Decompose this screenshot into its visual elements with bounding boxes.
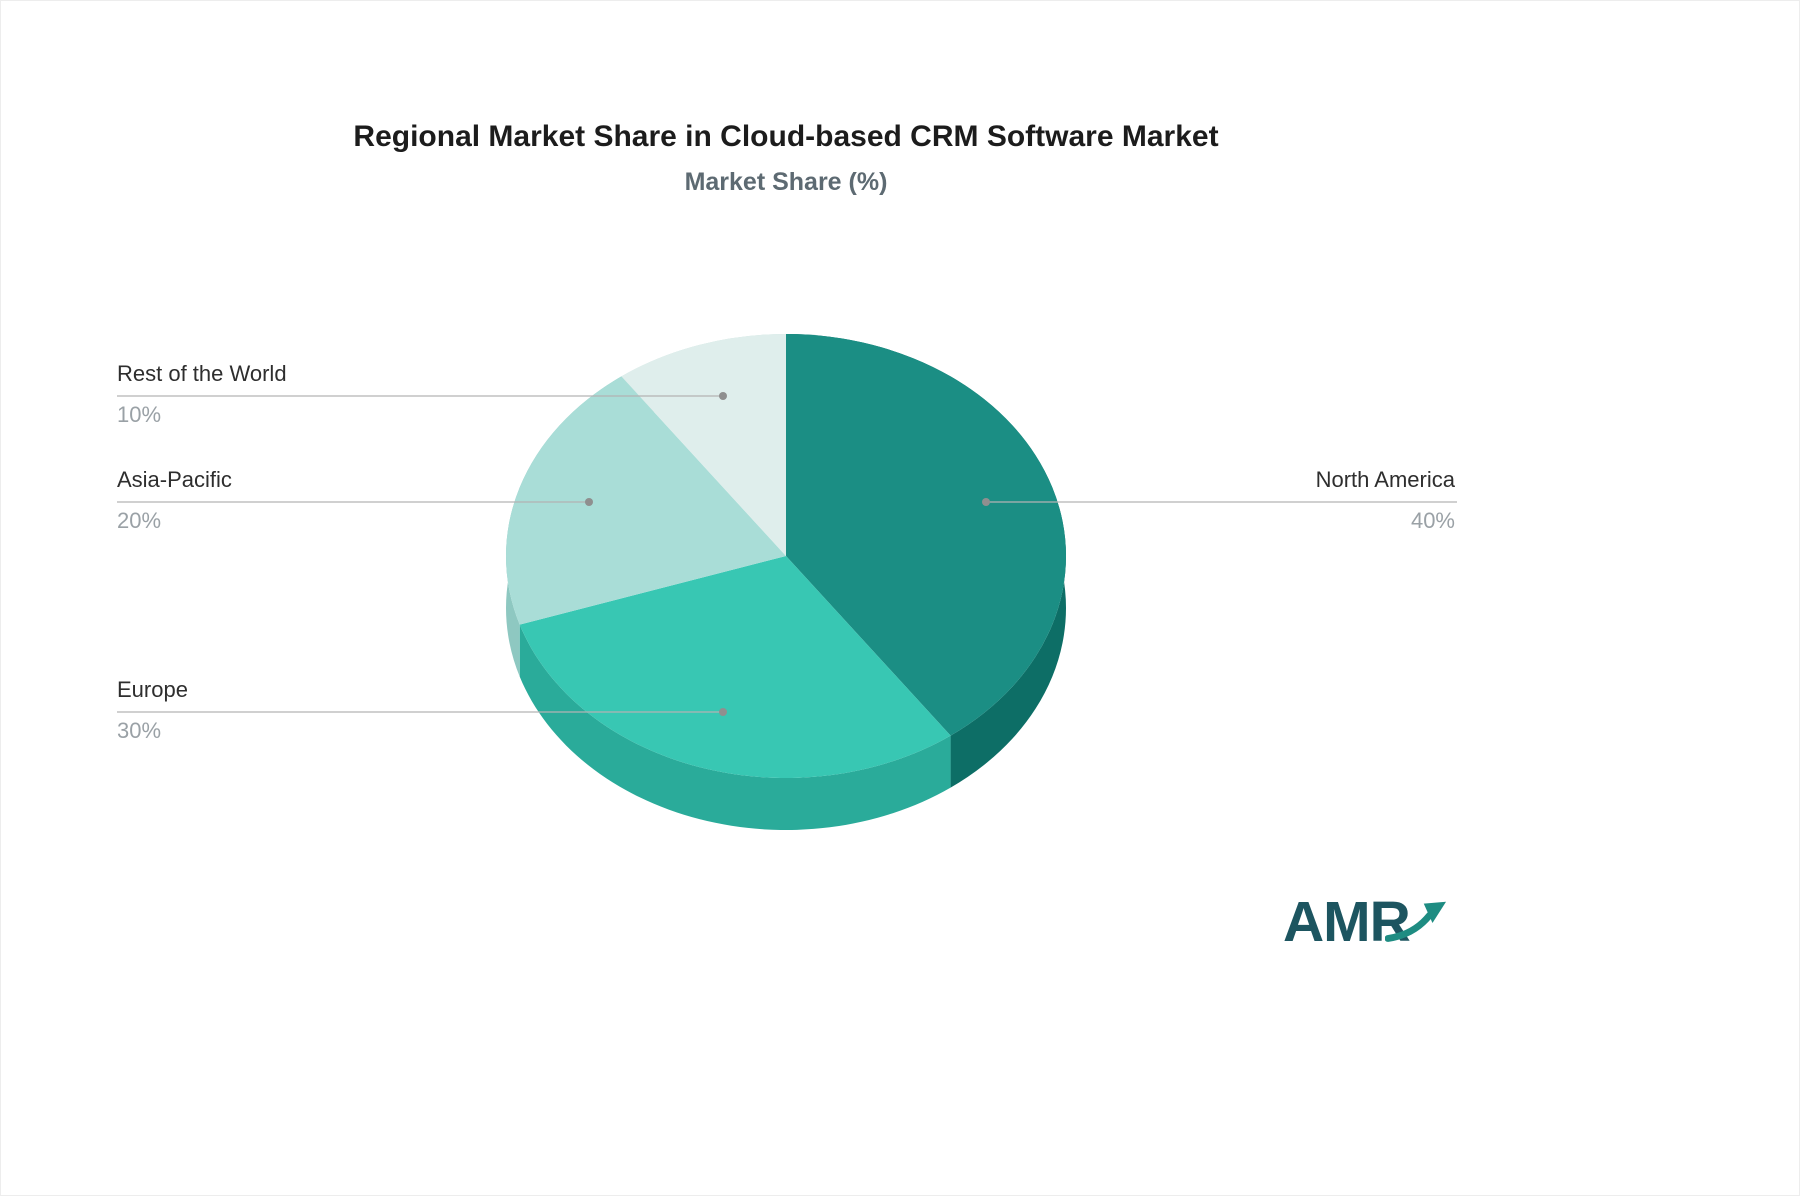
chart-title: Regional Market Share in Cloud-based CRM… <box>353 120 1219 153</box>
pie-slice-side <box>519 624 951 831</box>
callout-rest-of-the-world: Rest of the World 10% <box>117 361 287 428</box>
slice-label-asia-pacific: Asia-Pacific <box>117 467 232 492</box>
pie-3d <box>506 334 1066 831</box>
amr-logo-text: AMR <box>1283 890 1411 954</box>
slice-value-europe: 30% <box>117 718 162 743</box>
leader-dot-rest-of-the-world <box>719 392 727 400</box>
pie-slice-asia-pacific <box>506 376 786 625</box>
pie-slice-rest-of-the-world <box>621 334 786 556</box>
slice-label-europe: Europe <box>117 677 188 702</box>
chart-subtitle: Market Share (%) <box>684 168 888 196</box>
amr-logo: AMR <box>1283 889 1453 965</box>
pie-slice-north-america <box>786 334 1066 736</box>
callout-north-america: North America 40% <box>1316 467 1455 534</box>
leader-dot-north-america <box>982 498 990 506</box>
slice-label-north-america: North America <box>1315 467 1455 492</box>
callout-europe: Europe 30% <box>117 677 188 744</box>
slice-value-north-america: 40% <box>1410 508 1455 533</box>
amr-logo-arrow-icon <box>1385 901 1447 942</box>
pie-slice-europe <box>519 556 951 778</box>
callout-asia-pacific: Asia-Pacific 20% <box>117 467 232 534</box>
leader-dot-asia-pacific <box>585 498 593 506</box>
slice-label-rest-of-the-world: Rest of the World <box>117 361 287 386</box>
slice-value-rest-of-the-world: 10% <box>117 402 162 427</box>
leader-dot-europe <box>719 708 727 716</box>
slice-value-asia-pacific: 20% <box>117 508 162 533</box>
callout-leader-lines <box>117 392 1457 716</box>
